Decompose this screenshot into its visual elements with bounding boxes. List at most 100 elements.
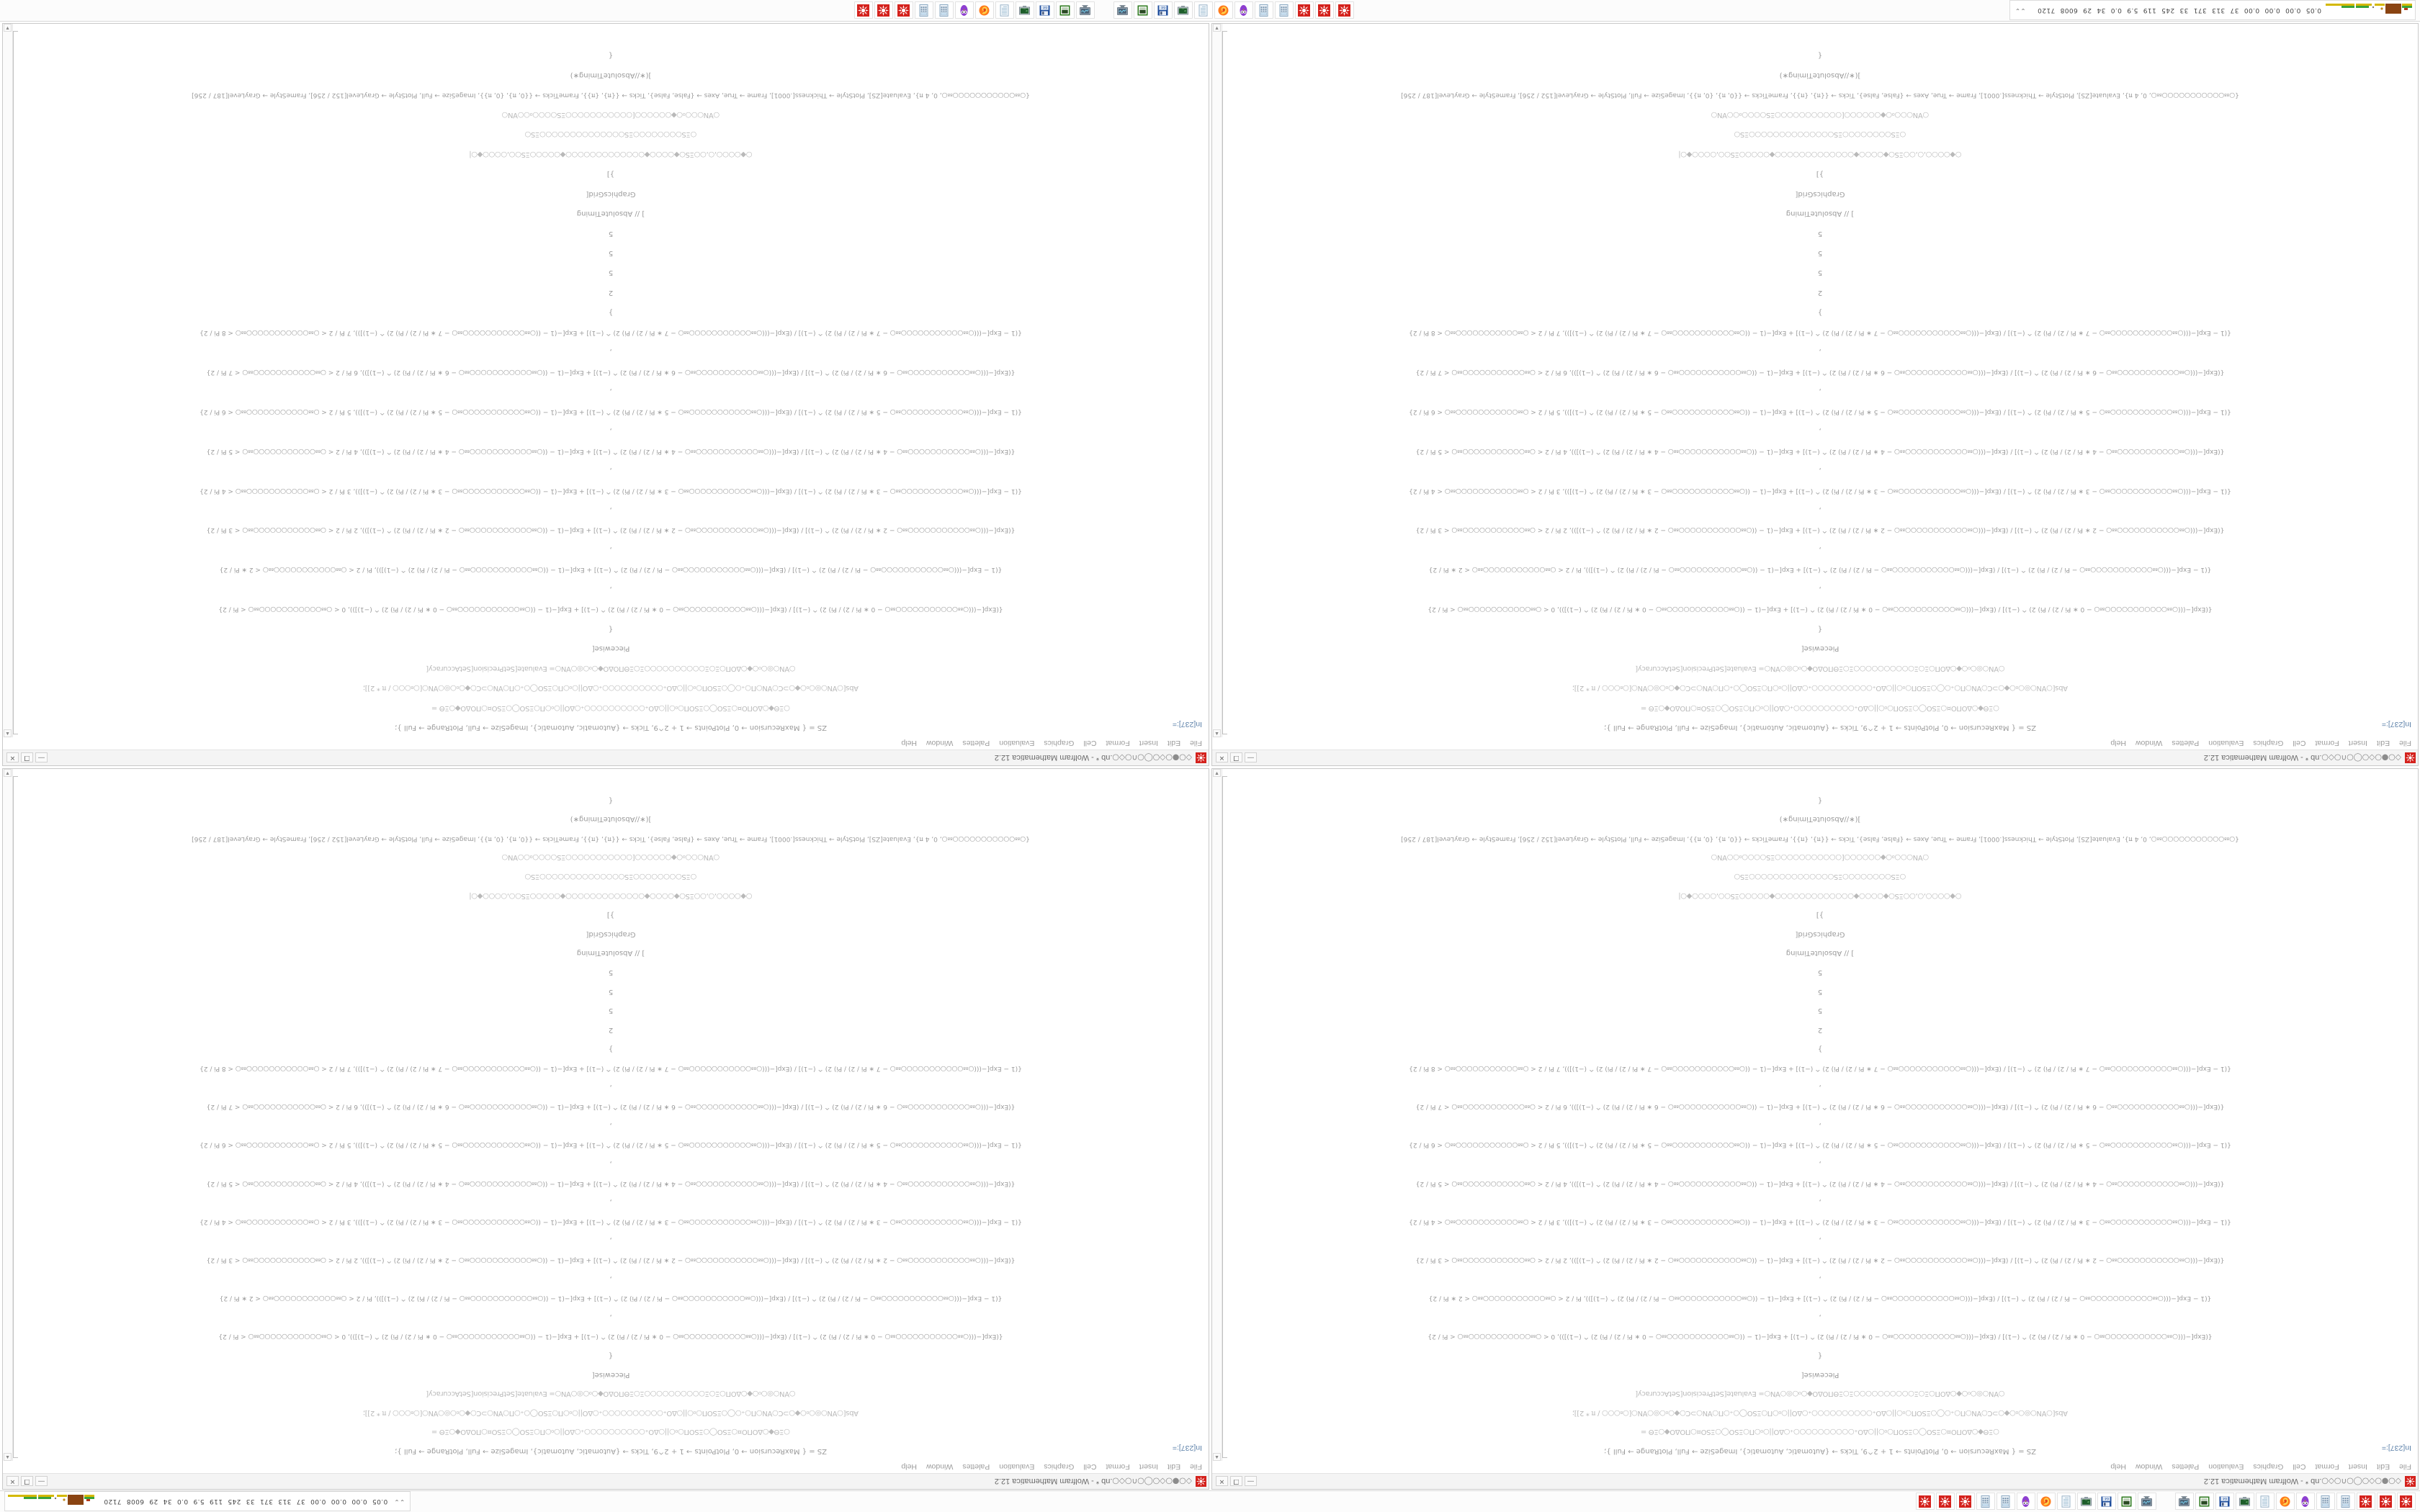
titlebar[interactable]: ◇○●○◇○◯○∩○◇○.nb * - Wolfram Mathematica … [1212,1473,2418,1489]
taskbar-button-calculator[interactable] [1996,1493,2015,1511]
titlebar[interactable]: ◇○●○◇○◯○∩○◇○.nb * - Wolfram Mathematica … [3,750,1209,765]
taskbar-button-firefox[interactable] [2037,1493,2056,1511]
maximize-button[interactable]: ❐ [21,1476,33,1487]
taskbar-button-mathematica-spikey[interactable] [1916,1493,1935,1511]
menu-item-window[interactable]: Window [926,1462,954,1472]
menu-item-format[interactable]: Format [1106,739,1130,748]
notebook-canvas[interactable]: ▲ ▼ In[237]:= ZS = { MaxRecursion → 0, Plot… [1212,24,2418,737]
taskbar-button-owl-browser[interactable] [955,1,974,19]
menu-item-edit[interactable]: Edit [1167,739,1181,748]
taskbar-button-firefox[interactable] [2276,1493,2295,1511]
notebook-scrollbar[interactable]: ▲ ▼ [3,24,13,737]
taskbar-button-mathematica-spikey[interactable] [895,1,913,19]
menu-item-file[interactable]: File [2399,739,2411,748]
taskbar-button-floppy-green[interactable] [2118,1493,2136,1511]
minimize-button[interactable]: — [1245,752,1257,763]
menu-item-file[interactable]: File [1190,739,1202,748]
taskbar-button-calculator[interactable] [935,1,954,19]
win-top-right[interactable]: ◇○●○◇○◯○∩○◇○.nb * - Wolfram Mathematica … [2,768,1209,1490]
taskbar-button-owl-browser[interactable] [1234,1,1253,19]
taskbar-bottom-tasklist[interactable]: >_ 64 64 >_ [854,1,1358,19]
menu-item-graphics[interactable]: Graphics [2253,1462,2284,1472]
taskbar-button-calculator[interactable] [1976,1493,1995,1511]
menu-item-format[interactable]: Format [2315,1462,2339,1472]
notebook-canvas[interactable]: ▲ ▼ In[237]:= ZS = { MaxRecursion → 0, Plot… [3,769,1209,1461]
menu-item-graphics[interactable]: Graphics [1044,739,1075,748]
menu-item-insert[interactable]: Insert [1139,1462,1158,1472]
menu-item-evaluation[interactable]: Evaluation [2208,1462,2244,1472]
menubar[interactable]: File Edit Insert Format Cell Graphics Evaluati… [1212,737,2418,750]
win-bottom-left[interactable]: ◇○●○◇○◯○∩○◇○.nb * - Wolfram Mathematica … [1211,23,2419,766]
window-controls[interactable]: — ❐ ✕ [5,752,48,763]
minimize-button[interactable]: — [35,1476,48,1487]
taskbar-button-mathematica-spikey[interactable] [1956,1493,1975,1511]
notebook-canvas[interactable]: ▲ ▼ In[237]:= ZS = { MaxRecursion → 0, Plot… [3,24,1209,737]
scroll-up-arrow[interactable]: ▲ [1213,729,1221,737]
chevron-expand-icon-bottom[interactable]: ⌄⌄ [2015,7,2026,14]
notebook-scrollbar[interactable]: ▲ ▼ [1212,24,1222,737]
taskbar-button-floppy-disk[interactable]: 64 [2097,1493,2116,1511]
menu-item-help[interactable]: Help [901,739,917,748]
taskbar-button-mathematica-spikey[interactable] [1295,1,1314,19]
taskbar-top[interactable]: >_ 64 64 >_ ⌄⌄ 0.05 0.00 0.00 0.00 37 313 371 33 2… [0,1490,2420,1512]
taskbar-button-terminal[interactable]: >_ [1016,1,1034,19]
close-button[interactable]: ✕ [6,1476,19,1487]
menu-item-file[interactable]: File [1190,1462,1202,1472]
menu-item-window[interactable]: Window [2135,1462,2163,1472]
taskbar-button-floppy-disk[interactable]: 64 [2215,1493,2234,1511]
close-button[interactable]: ✕ [1216,1476,1228,1487]
notebook-scrollbar[interactable]: ▲ ▼ [1212,769,1222,1461]
taskbar-button-firefox[interactable] [1214,1,1233,19]
menu-item-window[interactable]: Window [926,739,954,748]
taskbar-top-tasklist[interactable]: >_ 64 64 >_ [1916,1493,2420,1511]
titlebar[interactable]: ◇○●○◇○◯○∩○◇○.nb * - Wolfram Mathematica … [3,1473,1209,1489]
menu-item-cell[interactable]: Cell [1083,739,1097,748]
taskbar-button-monitor[interactable] [1113,1,1132,19]
menu-item-cell[interactable]: Cell [1083,1462,1097,1472]
maximize-button[interactable]: ❐ [1230,1476,1242,1487]
close-button[interactable]: ✕ [1216,752,1228,763]
menu-item-evaluation[interactable]: Evaluation [999,1462,1035,1472]
scroll-up-arrow[interactable]: ▲ [4,729,12,737]
taskbar-button-calculator[interactable] [2316,1493,2335,1511]
taskbar-button-monitor[interactable] [1076,1,1095,19]
titlebar[interactable]: ◇○●○◇○◯○∩○◇○.nb * - Wolfram Mathematica … [1212,750,2418,765]
taskbar-button-mathematica-spikey[interactable] [874,1,893,19]
taskbar-button-terminal[interactable]: >_ [2236,1493,2254,1511]
notebook-canvas[interactable]: ▲ ▼ In[237]:= ZS = { MaxRecursion → 0, Plot… [1212,769,2418,1461]
taskbar-button-floppy-green[interactable] [1134,1,1152,19]
taskbar-button-firefox[interactable] [975,1,994,19]
menu-item-insert[interactable]: Insert [2348,1462,2367,1472]
window-controls[interactable]: — ❐ ✕ [5,1476,48,1487]
menu-item-cell[interactable]: Cell [2293,739,2306,748]
scroll-up-arrow[interactable]: ▲ [4,1453,12,1461]
taskbar-button-floppy-green[interactable] [2195,1493,2214,1511]
taskbar-button-calculator[interactable] [2336,1493,2355,1511]
system-tray[interactable]: ⌄⌄ 0.050.000.000.0037313371332451195.90.… [4,1491,411,1512]
system-tray-bottom[interactable]: 0.05 0.00 0.00 0.00 37 313 371 33 245 119 5.9 0.0 34… [2009,0,2416,21]
taskbar-button-monitor[interactable] [2175,1493,2194,1511]
window-controls[interactable]: — ❐ ✕ [1214,752,1257,763]
menu-item-help[interactable]: Help [2110,1462,2126,1472]
menu-item-evaluation[interactable]: Evaluation [999,739,1035,748]
taskbar-button-notepad[interactable] [1194,1,1213,19]
taskbar-button-terminal[interactable]: >_ [1174,1,1193,19]
menu-item-graphics[interactable]: Graphics [2253,739,2284,748]
menu-item-edit[interactable]: Edit [2376,1462,2390,1472]
taskbar-button-notepad[interactable] [2057,1493,2076,1511]
taskbar-button-mathematica-spikey[interactable] [2377,1493,2396,1511]
taskbar-button-monitor[interactable] [2138,1493,2156,1511]
taskbar-button-mathematica-spikey[interactable] [1936,1493,1955,1511]
taskbar-button-calculator[interactable] [915,1,933,19]
scroll-down-arrow[interactable]: ▼ [4,24,12,32]
chevron-expand-icon[interactable]: ⌄⌄ [394,1498,405,1506]
menubar[interactable]: File Edit Insert Format Cell Graphics Evaluati… [1212,1461,2418,1473]
taskbar-button-floppy-green[interactable] [1056,1,1075,19]
menu-item-help[interactable]: Help [2110,739,2126,748]
scroll-up-arrow[interactable]: ▲ [1213,1453,1221,1461]
taskbar-button-mathematica-spikey[interactable] [1315,1,1334,19]
menubar[interactable]: File Edit Insert Format Cell Graphics Evaluati… [3,1461,1209,1473]
minimize-button[interactable]: — [1245,1476,1257,1487]
taskbar-button-floppy-disk[interactable]: 64 [1154,1,1173,19]
menu-item-cell[interactable]: Cell [2293,1462,2306,1472]
